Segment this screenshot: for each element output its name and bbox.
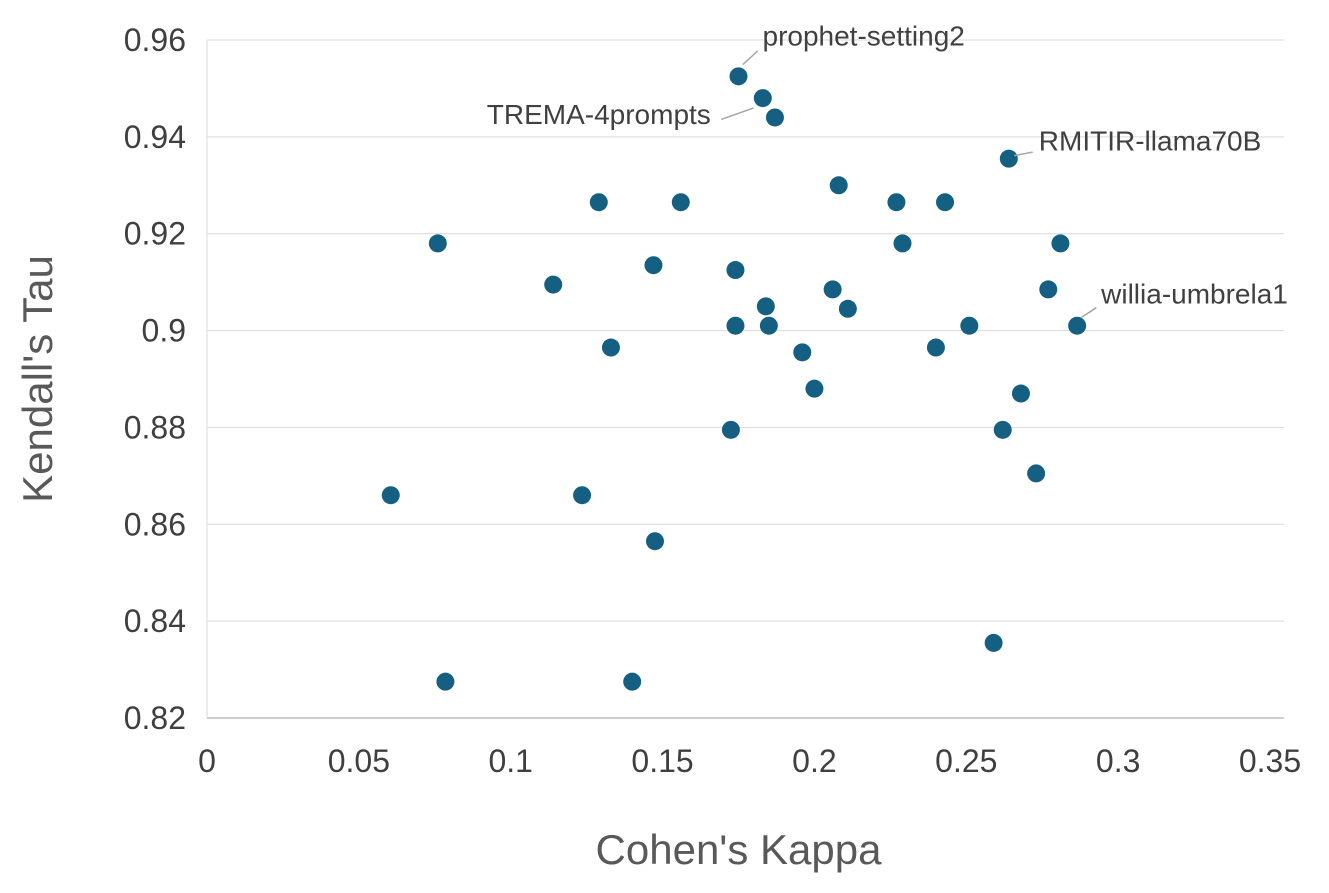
- data-point: [729, 67, 748, 86]
- annotation-leader: [1014, 151, 1033, 157]
- data-point: [793, 343, 812, 362]
- data-point: [1011, 384, 1030, 403]
- y-axis-title: Kendall's Tau: [14, 255, 61, 503]
- data-point: [936, 193, 955, 212]
- data-point: [1027, 464, 1046, 483]
- y-tick-label: 0.94: [124, 119, 186, 155]
- x-tick-label: 0.35: [1239, 743, 1301, 779]
- data-point: [838, 299, 857, 318]
- x-tick-label: 0.25: [935, 743, 997, 779]
- x-tick-label: 0.1: [488, 743, 532, 779]
- data-point: [644, 256, 663, 275]
- data-point: [960, 316, 979, 335]
- y-tick-label: 0.84: [124, 603, 186, 639]
- x-tick-label: 0.15: [631, 743, 693, 779]
- data-point: [756, 297, 775, 316]
- data-point: [589, 193, 608, 212]
- data-point: [671, 193, 690, 212]
- data-point: [805, 379, 824, 398]
- data-point: [623, 672, 642, 691]
- data-point: [984, 633, 1003, 652]
- x-tick-label: 0: [198, 743, 216, 779]
- annotation-leader: [1081, 307, 1097, 318]
- data-point: [759, 316, 778, 335]
- data-point: [893, 234, 912, 253]
- data-point: [993, 420, 1012, 439]
- annotation-leader: [720, 107, 754, 121]
- data-point: [721, 420, 740, 439]
- data-point: [428, 234, 447, 253]
- data-point: [1068, 316, 1087, 335]
- annotation-label: TREMA-4prompts: [487, 99, 711, 130]
- data-point: [999, 149, 1018, 168]
- data-point: [726, 261, 745, 280]
- data-point: [573, 486, 592, 505]
- x-axis-title: Cohen's Kappa: [595, 826, 882, 873]
- annotation-label: prophet-setting2: [763, 20, 965, 51]
- data-point: [887, 193, 906, 212]
- data-point: [601, 338, 620, 357]
- y-tick-label: 0.92: [124, 216, 186, 252]
- y-tick-label: 0.96: [124, 22, 186, 58]
- annotation-label: willia-umbrela1: [1100, 279, 1288, 310]
- x-tick-label: 0.3: [1096, 743, 1140, 779]
- x-tick-label: 0.05: [328, 743, 390, 779]
- data-point: [436, 672, 455, 691]
- data-point: [765, 108, 784, 127]
- annotation-leader: [742, 50, 759, 66]
- data-point: [829, 176, 848, 195]
- y-tick-label: 0.82: [124, 700, 186, 736]
- data-point: [544, 275, 563, 294]
- data-point: [1039, 280, 1058, 299]
- data-point: [726, 316, 745, 335]
- data-point: [645, 532, 664, 551]
- y-tick-label: 0.88: [124, 409, 186, 445]
- annotation-label: RMITIR-llama70B: [1039, 126, 1261, 157]
- data-point: [381, 486, 400, 505]
- data-point: [823, 280, 842, 299]
- data-point: [926, 338, 945, 357]
- y-tick-label: 0.86: [124, 506, 186, 542]
- data-point: [1051, 234, 1070, 253]
- data-point: [753, 89, 772, 108]
- x-tick-label: 0.2: [792, 743, 836, 779]
- y-tick-label: 0.9: [142, 313, 186, 349]
